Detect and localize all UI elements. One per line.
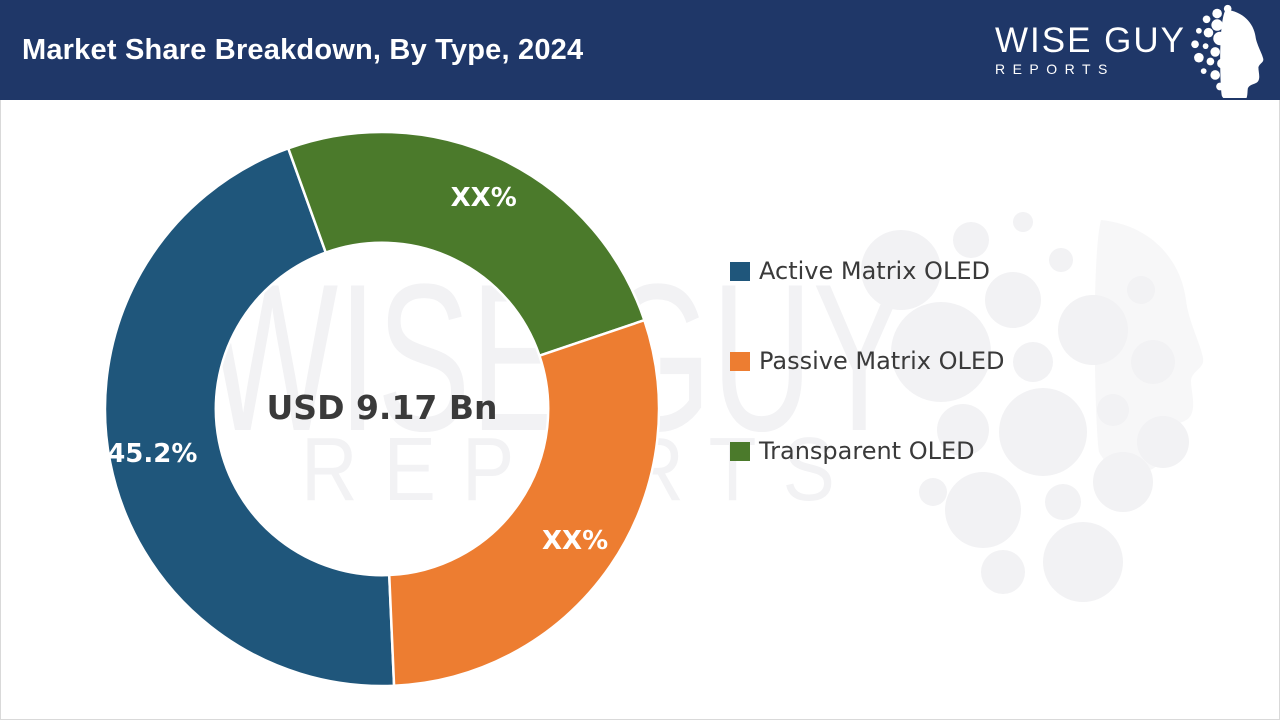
brand-head-icon [1191, 4, 1264, 98]
donut-segment-label: XX% [542, 526, 608, 556]
legend-swatch-passive-matrix-oled [730, 351, 750, 371]
chart-center-value: USD 9.17 Bn [266, 388, 498, 427]
brand-logo: WISE GUY REPORTS [995, 2, 1268, 98]
donut-segment-passive-matrix-oled [388, 318, 661, 687]
legend-label: Active Matrix OLED [759, 257, 990, 285]
donut-segment-label: XX% [451, 183, 517, 213]
legend-item-passive-matrix-oled: Passive Matrix OLED [730, 341, 1004, 381]
legend-swatch-transparent-oled [730, 441, 750, 461]
legend-label: Passive Matrix OLED [759, 347, 1005, 375]
legend-swatch-active-matrix-oled [730, 261, 750, 281]
header-bar: Market Share Breakdown, By Type, 2024 WI… [0, 0, 1280, 100]
donut-segment-active-matrix-oled [103, 147, 396, 688]
donut-segment-label: 45.2% [107, 439, 197, 469]
legend-label: Transparent OLED [759, 437, 975, 465]
legend-item-active-matrix-oled: Active Matrix OLED [730, 251, 1004, 291]
page-title: Market Share Breakdown, By Type, 2024 [22, 33, 584, 66]
donut-segment-transparent-oled [287, 130, 646, 357]
brand-wordmark: WISE GUY REPORTS [995, 23, 1186, 77]
chart-legend: Active Matrix OLED Passive Matrix OLED T… [730, 251, 1004, 521]
brand-subtitle: REPORTS [994, 61, 1115, 77]
donut-chart: 45.2% XX% XX% [102, 129, 662, 689]
brand-name: WISE GUY [994, 21, 1186, 60]
chart-area: WISE GUY REPORTS 45.2%XX%XX% USD 9.17 Bn… [0, 100, 1280, 720]
legend-item-transparent-oled: Transparent OLED [730, 431, 1004, 471]
